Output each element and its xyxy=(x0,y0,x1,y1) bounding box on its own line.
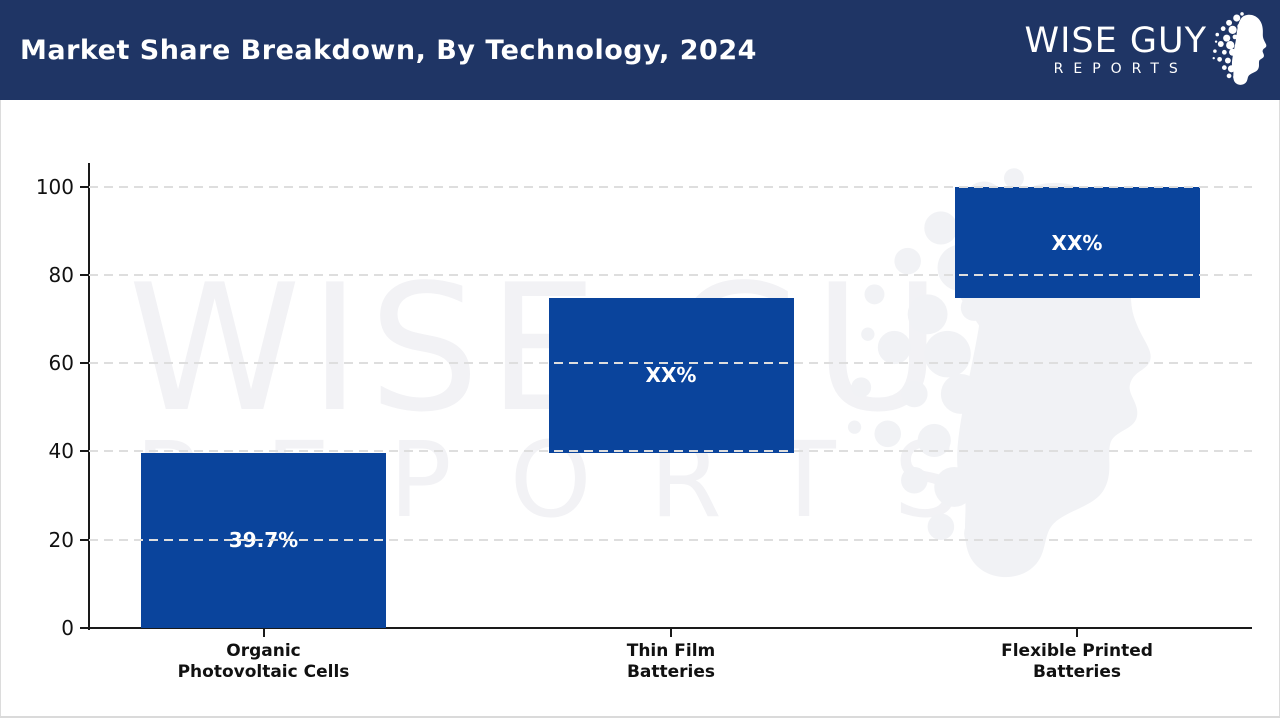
y-axis-tick-60 xyxy=(80,362,88,365)
x-axis-category-line: Thin Film xyxy=(626,641,716,661)
brand-name: WISE GUY xyxy=(1024,21,1207,61)
x-axis-category-line: Photovoltaic Cells xyxy=(177,662,350,682)
y-axis-tick-label: 20 xyxy=(48,527,74,552)
y-axis-tick-label: 0 xyxy=(61,616,74,640)
x-axis-category-line: Flexible Printed xyxy=(1001,641,1153,661)
gridline-y-40 xyxy=(89,450,1252,453)
bar-segment-2: XX% xyxy=(548,297,794,453)
x-axis-line xyxy=(88,627,1252,629)
x-axis-tick-1 xyxy=(262,629,265,637)
gridline-y-60 xyxy=(89,362,1252,365)
header-bar: Market Share Breakdown, By Technology, 2… xyxy=(0,0,1280,100)
brand-head-icon xyxy=(1212,11,1267,85)
bar-value-label: XX% xyxy=(645,363,697,388)
y-axis-line xyxy=(88,163,90,630)
y-axis-tick-0 xyxy=(80,627,88,629)
y-axis-tick-label: 100 xyxy=(35,174,74,199)
gridline-y-20 xyxy=(89,538,1252,541)
gridline-y-100 xyxy=(89,185,1252,188)
y-axis-tick-40 xyxy=(80,450,88,453)
brand-logo: WISE GUY REPORTS xyxy=(1024,11,1280,89)
chart-title: Market Share Breakdown, By Technology, 2… xyxy=(20,34,757,66)
x-axis-tick-3 xyxy=(1076,629,1078,637)
x-axis-tick-2 xyxy=(670,629,672,637)
y-axis-tick-label: 40 xyxy=(48,439,74,464)
brand-logo-text: WISE GUY REPORTS xyxy=(1024,21,1207,77)
y-axis-tick-label: 60 xyxy=(48,351,74,376)
y-axis-tick-20 xyxy=(80,538,88,541)
bar-value-label: XX% xyxy=(1051,230,1103,255)
x-axis-category-label: Organic Photovoltaic Cells xyxy=(104,641,424,683)
x-axis-category-line: Organic xyxy=(226,641,301,661)
y-axis-tick-label: 80 xyxy=(48,262,74,287)
y-axis-tick-80 xyxy=(80,273,88,276)
bar-segment-3: XX% xyxy=(954,187,1200,298)
y-axis-tick-100 xyxy=(80,185,88,188)
x-axis-category-label: Flexible Printed Batteries xyxy=(917,641,1237,683)
gridline-y-80 xyxy=(89,273,1252,276)
x-axis-category-line: Batteries xyxy=(626,662,716,682)
x-axis-category-line: Batteries xyxy=(1032,662,1122,682)
bottom-divider xyxy=(0,716,1280,718)
brand-subtitle: REPORTS xyxy=(1053,61,1188,77)
x-axis-category-label: Thin Film Batteries xyxy=(511,641,831,683)
